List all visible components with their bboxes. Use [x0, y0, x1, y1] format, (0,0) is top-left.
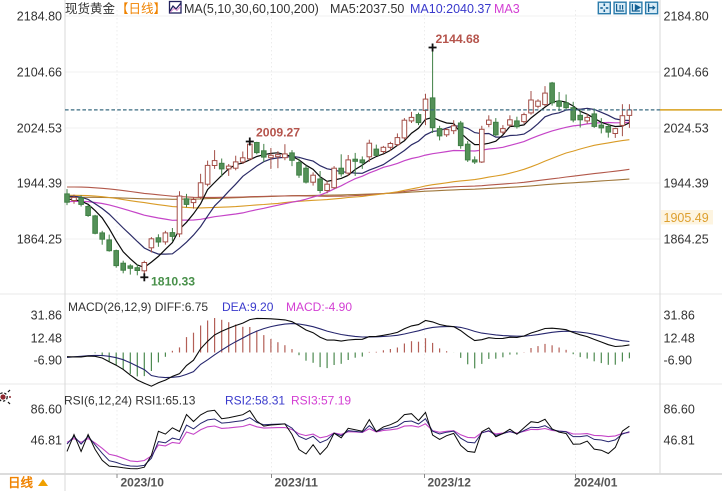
svg-text:2104.66: 2104.66 — [17, 66, 62, 80]
svg-text:MACD:-4.90: MACD:-4.90 — [286, 300, 352, 314]
svg-text:1944.39: 1944.39 — [17, 177, 62, 191]
svg-text:MA10:2040.37: MA10:2040.37 — [410, 2, 491, 16]
svg-text:日线: 日线 — [8, 475, 34, 490]
svg-text:-6.90: -6.90 — [34, 354, 63, 368]
svg-text:1864.25: 1864.25 — [17, 233, 62, 247]
svg-text:2184.80: 2184.80 — [17, 10, 62, 24]
svg-text:-6.90: -6.90 — [664, 354, 693, 368]
svg-text:2184.80: 2184.80 — [664, 10, 709, 24]
svg-text:1944.39: 1944.39 — [664, 177, 709, 191]
svg-text:2024/01: 2024/01 — [574, 476, 618, 490]
svg-text:MA(5,10,30,60,100,200): MA(5,10,30,60,100,200) — [184, 2, 319, 16]
svg-text:1810.33: 1810.33 — [151, 275, 195, 289]
svg-text:2144.68: 2144.68 — [436, 32, 480, 46]
svg-text:1905.49: 1905.49 — [664, 211, 709, 225]
svg-text:12.48: 12.48 — [664, 332, 695, 346]
svg-text:31.86: 31.86 — [664, 309, 695, 323]
svg-text:RSI(6,12,24) RSI1:65.13: RSI(6,12,24) RSI1:65.13 — [64, 394, 196, 408]
svg-text:1864.25: 1864.25 — [664, 233, 709, 247]
svg-text:31.86: 31.86 — [31, 309, 62, 323]
svg-text:RSI3:57.19: RSI3:57.19 — [291, 394, 351, 408]
svg-text:RSI2:58.31: RSI2:58.31 — [225, 394, 285, 408]
svg-text:86.60: 86.60 — [664, 403, 695, 417]
svg-text:MACD(26,12,9) DIFF:6.75: MACD(26,12,9) DIFF:6.75 — [68, 300, 208, 314]
svg-text:2023/10: 2023/10 — [121, 476, 165, 490]
svg-text:2024.53: 2024.53 — [17, 122, 62, 136]
svg-text:46.81: 46.81 — [664, 434, 695, 448]
svg-text:12.48: 12.48 — [31, 332, 62, 346]
svg-text:2009.27: 2009.27 — [256, 126, 300, 140]
svg-text:46.81: 46.81 — [31, 434, 62, 448]
svg-text:86.60: 86.60 — [31, 403, 62, 417]
svg-text:MA3: MA3 — [494, 2, 520, 16]
svg-text:2104.66: 2104.66 — [664, 66, 709, 80]
svg-text:DEA:9.20: DEA:9.20 — [222, 300, 274, 314]
svg-text:2023/11: 2023/11 — [275, 476, 319, 490]
svg-text:现货黄金: 现货黄金 — [65, 1, 116, 16]
svg-text:【日线】: 【日线】 — [116, 2, 166, 16]
svg-text:2024.53: 2024.53 — [664, 122, 709, 136]
svg-text:MA5:2037.50: MA5:2037.50 — [330, 2, 404, 16]
svg-text:2023/12: 2023/12 — [428, 476, 472, 490]
